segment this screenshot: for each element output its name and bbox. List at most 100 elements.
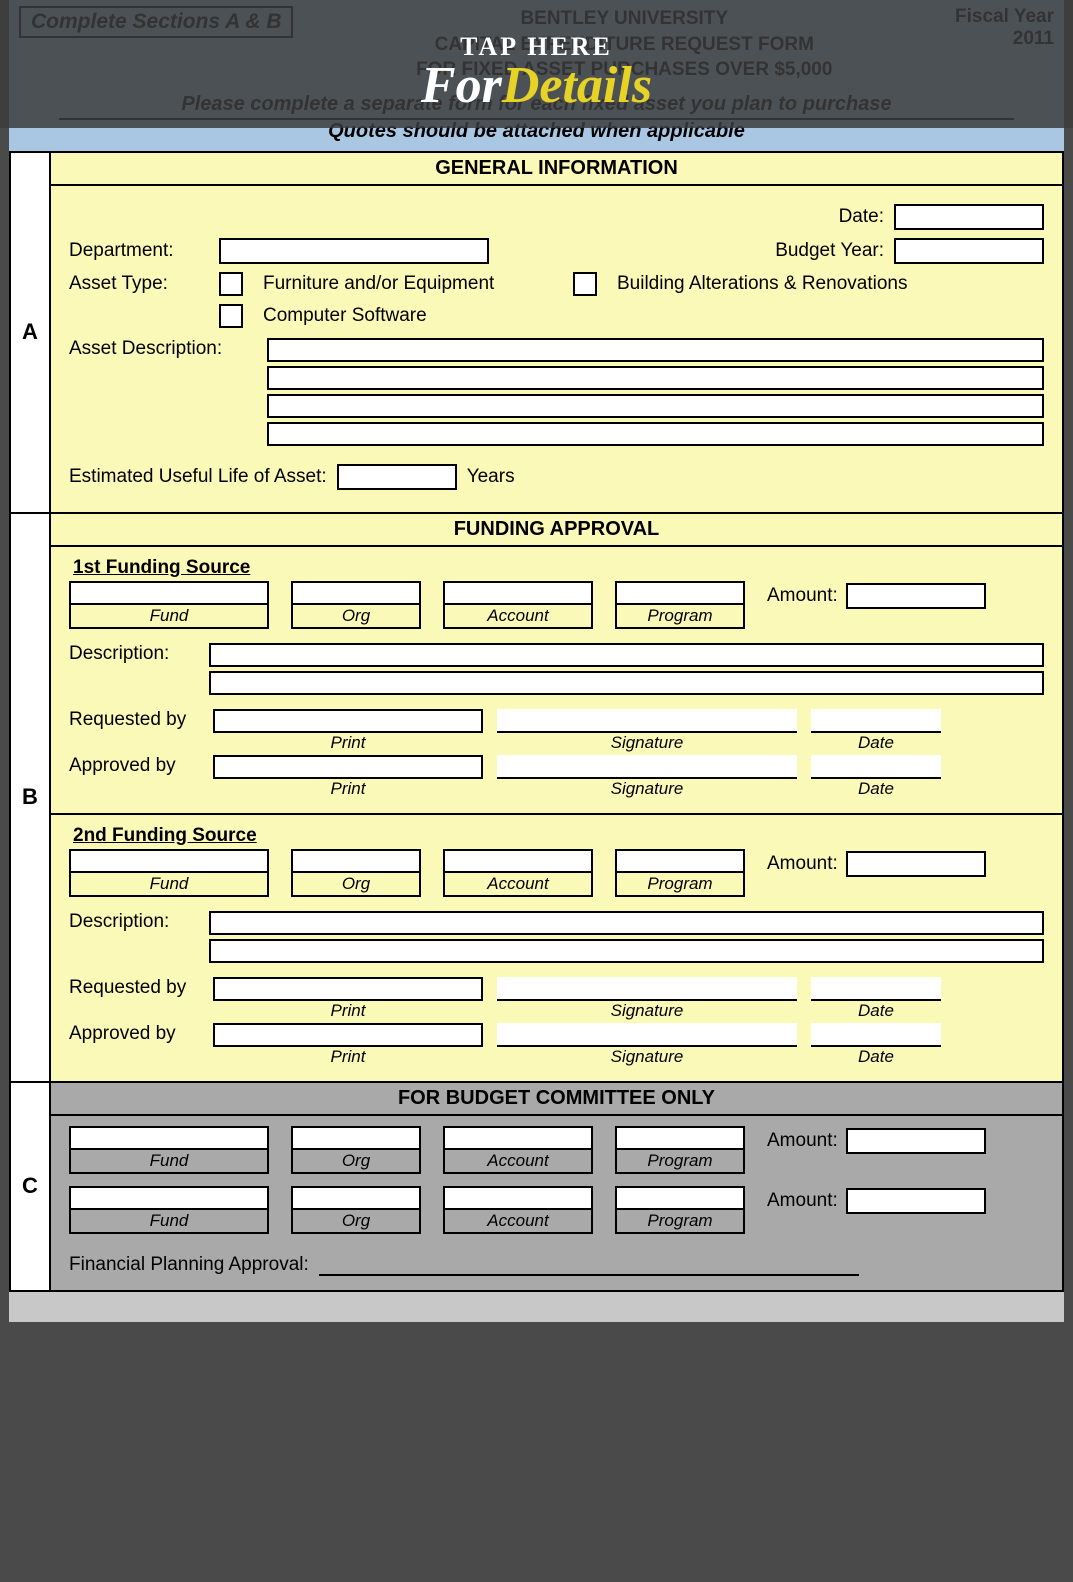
building-option: Building Alterations & Renovations [617,273,907,295]
c1-program-input[interactable] [615,1126,745,1150]
general-info-title: GENERAL INFORMATION [51,153,1062,186]
fund2-amount-input[interactable] [846,851,986,877]
budget-year-label: Budget Year: [775,240,884,262]
fin-approval-line[interactable] [319,1252,859,1276]
fund1-desc-label: Description: [69,643,199,665]
c2-program-input[interactable] [615,1186,745,1210]
c2-account-input[interactable] [443,1186,593,1210]
fund1-amount-input[interactable] [846,583,986,609]
fund1-fund-input[interactable] [69,581,269,605]
software-checkbox[interactable] [219,304,243,328]
asset-desc-line-2[interactable] [267,366,1044,390]
furniture-checkbox[interactable] [219,272,243,296]
c1-fund-input[interactable] [69,1126,269,1150]
fund1-org-input[interactable] [291,581,421,605]
section-b: FUNDING APPROVAL 1st Funding Source Fund… [51,512,1062,1081]
software-option: Computer Software [263,305,427,327]
fund2-org-label: Org [291,873,421,897]
furniture-option: Furniture and/or Equipment [263,273,563,295]
department-input[interactable] [219,238,489,264]
for-details-text: ForDetails [0,56,1073,115]
second-funding-source-hdr: 2nd Funding Source [69,819,1044,849]
fund1-approved-label: Approved by [69,755,199,777]
building-checkbox[interactable] [573,272,597,296]
funding-approval-title: FUNDING APPROVAL [51,514,1062,547]
fund1-req-print-lbl: Print [213,733,483,753]
fund2-org-input[interactable] [291,849,421,873]
fund1-req-signature-lbl: Signature [497,733,797,753]
fund2-desc-line-2[interactable] [209,939,1044,963]
c2-account-label: Account [443,1210,593,1234]
asset-type-label: Asset Type: [69,273,209,295]
c2-amount-input[interactable] [846,1188,986,1214]
fund2-app-print-lbl: Print [213,1047,483,1067]
date-label: Date: [839,206,884,228]
fund1-app-date-lbl: Date [811,779,941,799]
fund1-desc-line-2[interactable] [209,671,1044,695]
form-page: Complete Sections A & B BENTLEY UNIVERSI… [9,0,1064,1322]
fund1-desc-line-1[interactable] [209,643,1044,667]
fund2-fund-input[interactable] [69,849,269,873]
date-input[interactable] [894,204,1044,230]
fin-approval-label: Financial Planning Approval: [69,1254,309,1276]
fund2-req-date-lbl: Date [811,1001,941,1021]
c1-amount-input[interactable] [846,1128,986,1154]
fund1-req-signature-input[interactable] [497,709,797,733]
c1-org-label: Org [291,1150,421,1174]
fund2-req-print-input[interactable] [213,977,483,1001]
fund2-app-signature-lbl: Signature [497,1047,797,1067]
section-c: FOR BUDGET COMMITTEE ONLY Fund Org Accou… [51,1081,1062,1290]
c1-amount-label: Amount: [767,1130,838,1152]
fund2-app-date-input[interactable] [811,1023,941,1047]
fund2-program-input[interactable] [615,849,745,873]
fund1-requested-label: Requested by [69,709,199,731]
useful-life-label: Estimated Useful Life of Asset: [69,466,327,488]
years-label: Years [467,466,515,488]
c2-fund-input[interactable] [69,1186,269,1210]
fund1-app-date-input[interactable] [811,755,941,779]
fund2-desc-line-1[interactable] [209,911,1044,935]
fund1-app-print-input[interactable] [213,755,483,779]
c2-program-label: Program [615,1210,745,1234]
c2-amount-label: Amount: [767,1190,838,1212]
fund1-program-input[interactable] [615,581,745,605]
c1-account-label: Account [443,1150,593,1174]
fund2-fund-label: Fund [69,873,269,897]
section-a: GENERAL INFORMATION Date: Department: Bu… [51,153,1062,512]
budget-year-input[interactable] [894,238,1044,264]
c1-org-input[interactable] [291,1126,421,1150]
fund2-approved-label: Approved by [69,1023,199,1045]
section-b-letter: B [11,512,51,1081]
fund2-desc-label: Description: [69,911,199,933]
fund2-app-signature-input[interactable] [497,1023,797,1047]
asset-desc-line-1[interactable] [267,338,1044,362]
ad-overlay[interactable]: TAP HERE ForDetails [0,0,1073,128]
fund2-account-input[interactable] [443,849,593,873]
fund1-req-date-input[interactable] [811,709,941,733]
fund1-app-print-lbl: Print [213,779,483,799]
fund1-app-signature-input[interactable] [497,755,797,779]
useful-life-input[interactable] [337,464,457,490]
c2-org-input[interactable] [291,1186,421,1210]
asset-desc-line-4[interactable] [267,422,1044,446]
fund1-app-signature-lbl: Signature [497,779,797,799]
fund2-program-label: Program [615,873,745,897]
asset-desc-line-3[interactable] [267,394,1044,418]
fund1-fund-label: Fund [69,605,269,629]
fund2-req-print-lbl: Print [213,1001,483,1021]
c1-account-input[interactable] [443,1126,593,1150]
fund2-account-label: Account [443,873,593,897]
first-funding-source-hdr: 1st Funding Source [69,551,1044,581]
c2-fund-label: Fund [69,1210,269,1234]
fund1-program-label: Program [615,605,745,629]
fund2-req-signature-input[interactable] [497,977,797,1001]
fund2-app-print-input[interactable] [213,1023,483,1047]
fund2-req-signature-lbl: Signature [497,1001,797,1021]
fund1-account-label: Account [443,605,593,629]
fund2-req-date-input[interactable] [811,977,941,1001]
fund1-req-print-input[interactable] [213,709,483,733]
fund2-app-date-lbl: Date [811,1047,941,1067]
department-label: Department: [69,240,209,262]
budget-committee-title: FOR BUDGET COMMITTEE ONLY [51,1083,1062,1116]
fund1-account-input[interactable] [443,581,593,605]
